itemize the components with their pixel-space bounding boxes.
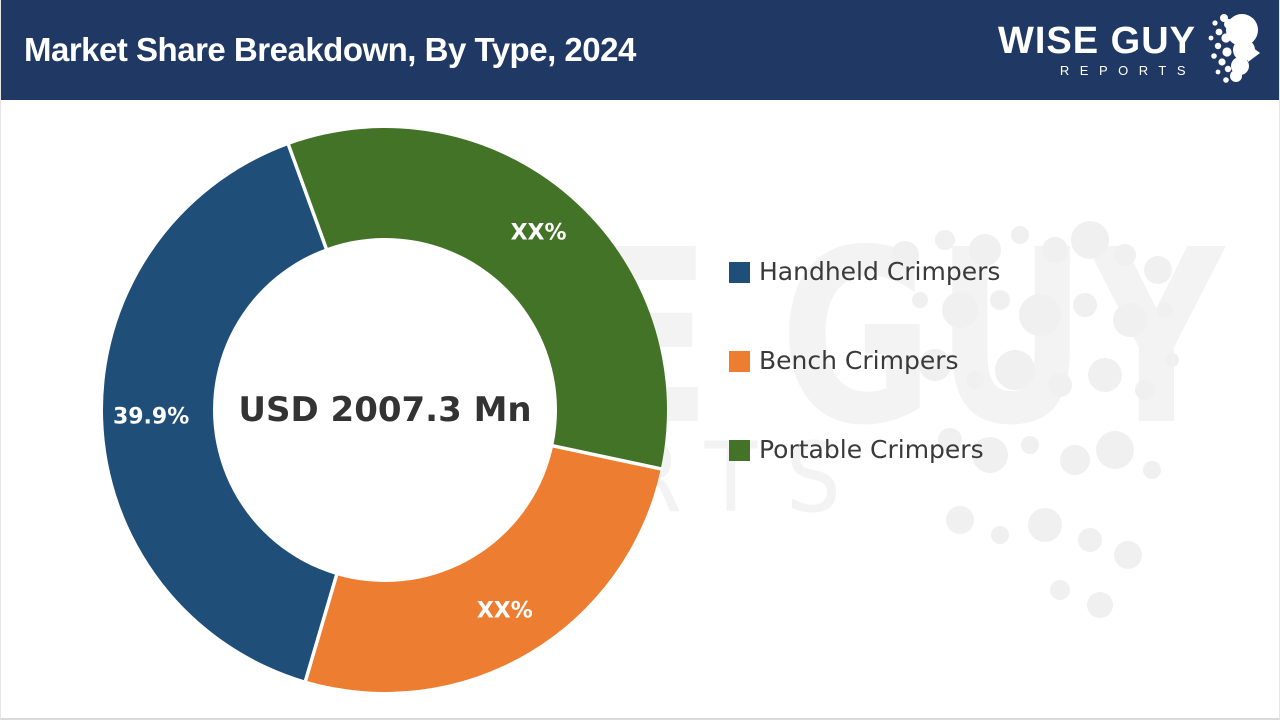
legend-item-handheld-crimpers: Handheld Crimpers [729, 257, 1000, 287]
legend-label: Handheld Crimpers [759, 257, 1001, 286]
legend-label: Bench Crimpers [759, 346, 959, 375]
donut-chart [103, 128, 667, 692]
legend-item-portable-crimpers: Portable Crimpers [729, 435, 1000, 465]
donut-hole [213, 238, 557, 582]
legend-swatch-blue [729, 261, 750, 283]
page-title: Market Share Breakdown, By Type, 2024 [24, 31, 636, 68]
chart-area: WISE GUY REPORTS USD 2007.3 Mn XX%XX%39.… [0, 100, 1280, 720]
header: Market Share Breakdown, By Type, 2024 WI… [0, 0, 1280, 100]
brand-face-icon [1208, 14, 1260, 83]
brand-name: WISE GUY [997, 20, 1196, 62]
brand-subtitle: REPORTS [1059, 63, 1196, 78]
legend-label: Portable Crimpers [759, 435, 984, 464]
legend-swatch-orange [729, 350, 750, 372]
legend-swatch-green [729, 439, 750, 461]
legend-item-bench-crimpers: Bench Crimpers [729, 346, 1000, 376]
slice-value-portable-crimpers: XX% [510, 220, 567, 246]
legend: Handheld Crimpers Bench Crimpers Portabl… [729, 257, 1000, 524]
slice-value-handheld-crimpers: 39.9% [112, 404, 190, 430]
slice-value-bench-crimpers: XX% [476, 598, 533, 624]
brand-logo: WISE GUY REPORTS [998, 8, 1264, 90]
donut-center-label: USD 2007.3 Mn [238, 390, 532, 430]
